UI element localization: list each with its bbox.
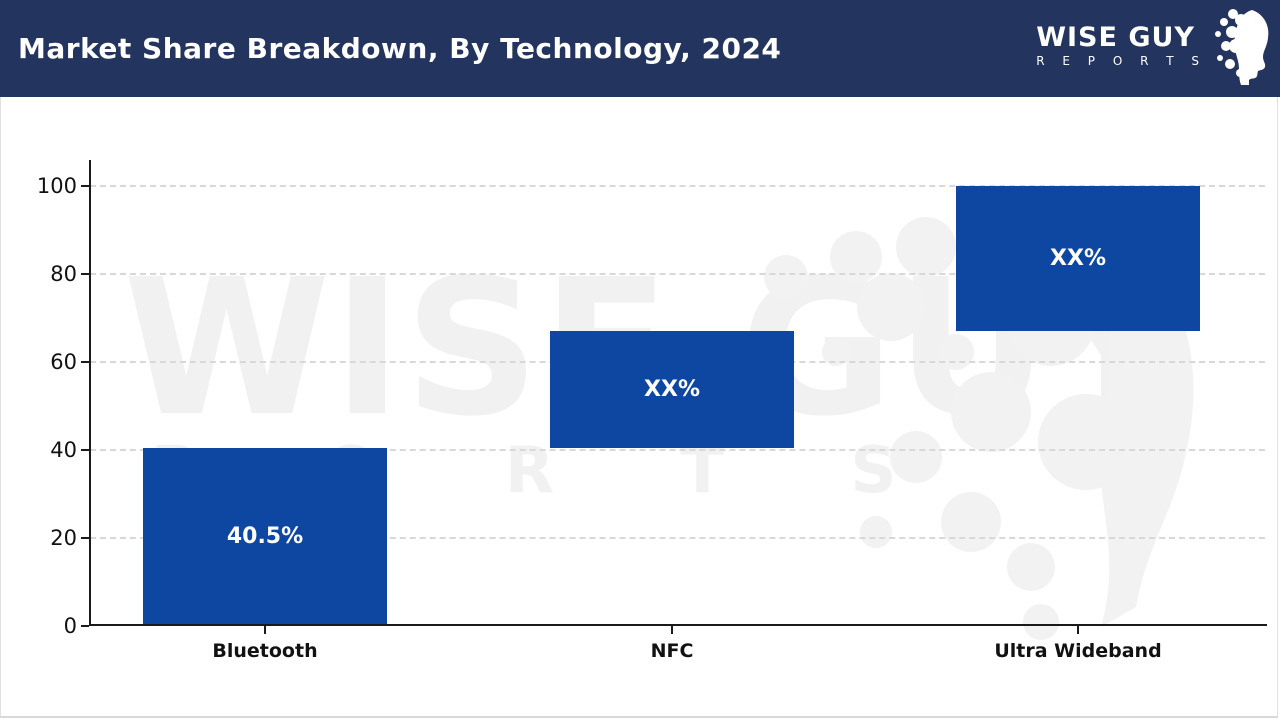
y-tick-label: 40 — [50, 438, 77, 462]
x-axis-label: NFC — [650, 640, 694, 662]
bar-value-label: XX% — [644, 376, 700, 402]
y-tick-mark — [81, 273, 89, 275]
x-axis-spine — [89, 624, 1267, 626]
header-band: Market Share Breakdown, By Technology, 2… — [0, 0, 1280, 97]
brand-logo-text: WISE GUY R E P O R T S — [1036, 21, 1206, 69]
y-gridline — [90, 273, 1265, 275]
bar-bluetooth: 40.5% — [143, 447, 387, 626]
y-gridline — [90, 185, 1265, 187]
brand-subtitle: R E P O R T S — [1036, 54, 1206, 69]
brand-name: WISE GUY — [1036, 21, 1195, 53]
x-tick-mark — [1077, 626, 1079, 634]
bar-value-label: 40.5% — [226, 524, 304, 550]
bar-nfc: XX% — [550, 331, 794, 448]
y-tick-mark — [81, 361, 89, 363]
y-tick-label: 0 — [63, 614, 77, 638]
x-axis-label: Bluetooth — [212, 640, 318, 662]
x-tick-mark — [671, 626, 673, 634]
chart-title: Market Share Breakdown, By Technology, 2… — [18, 32, 782, 65]
bar-ultra-wideband: XX% — [956, 186, 1200, 332]
y-tick-label: 60 — [50, 350, 77, 374]
y-gridline — [90, 449, 1265, 451]
y-tick-label: 80 — [50, 262, 77, 286]
y-tick-mark — [81, 625, 89, 627]
watermark-head-icon — [764, 217, 1194, 640]
y-tick-mark — [81, 449, 89, 451]
y-tick-mark — [81, 185, 89, 187]
x-tick-mark — [264, 626, 266, 634]
plot-area: WISE GUY P O R T S 02040608010040.5%Blue… — [0, 97, 1278, 718]
bar-value-label: XX% — [1050, 246, 1106, 272]
y-gridline — [90, 537, 1265, 539]
y-tick-label: 100 — [36, 174, 77, 198]
brand-logo: WISE GUY R E P O R T S — [1036, 6, 1272, 86]
brand-head-icon — [1215, 9, 1269, 85]
y-tick-mark — [81, 537, 89, 539]
y-axis-spine — [89, 160, 91, 626]
y-tick-label: 20 — [50, 526, 77, 550]
x-axis-label: Ultra Wideband — [994, 640, 1162, 662]
